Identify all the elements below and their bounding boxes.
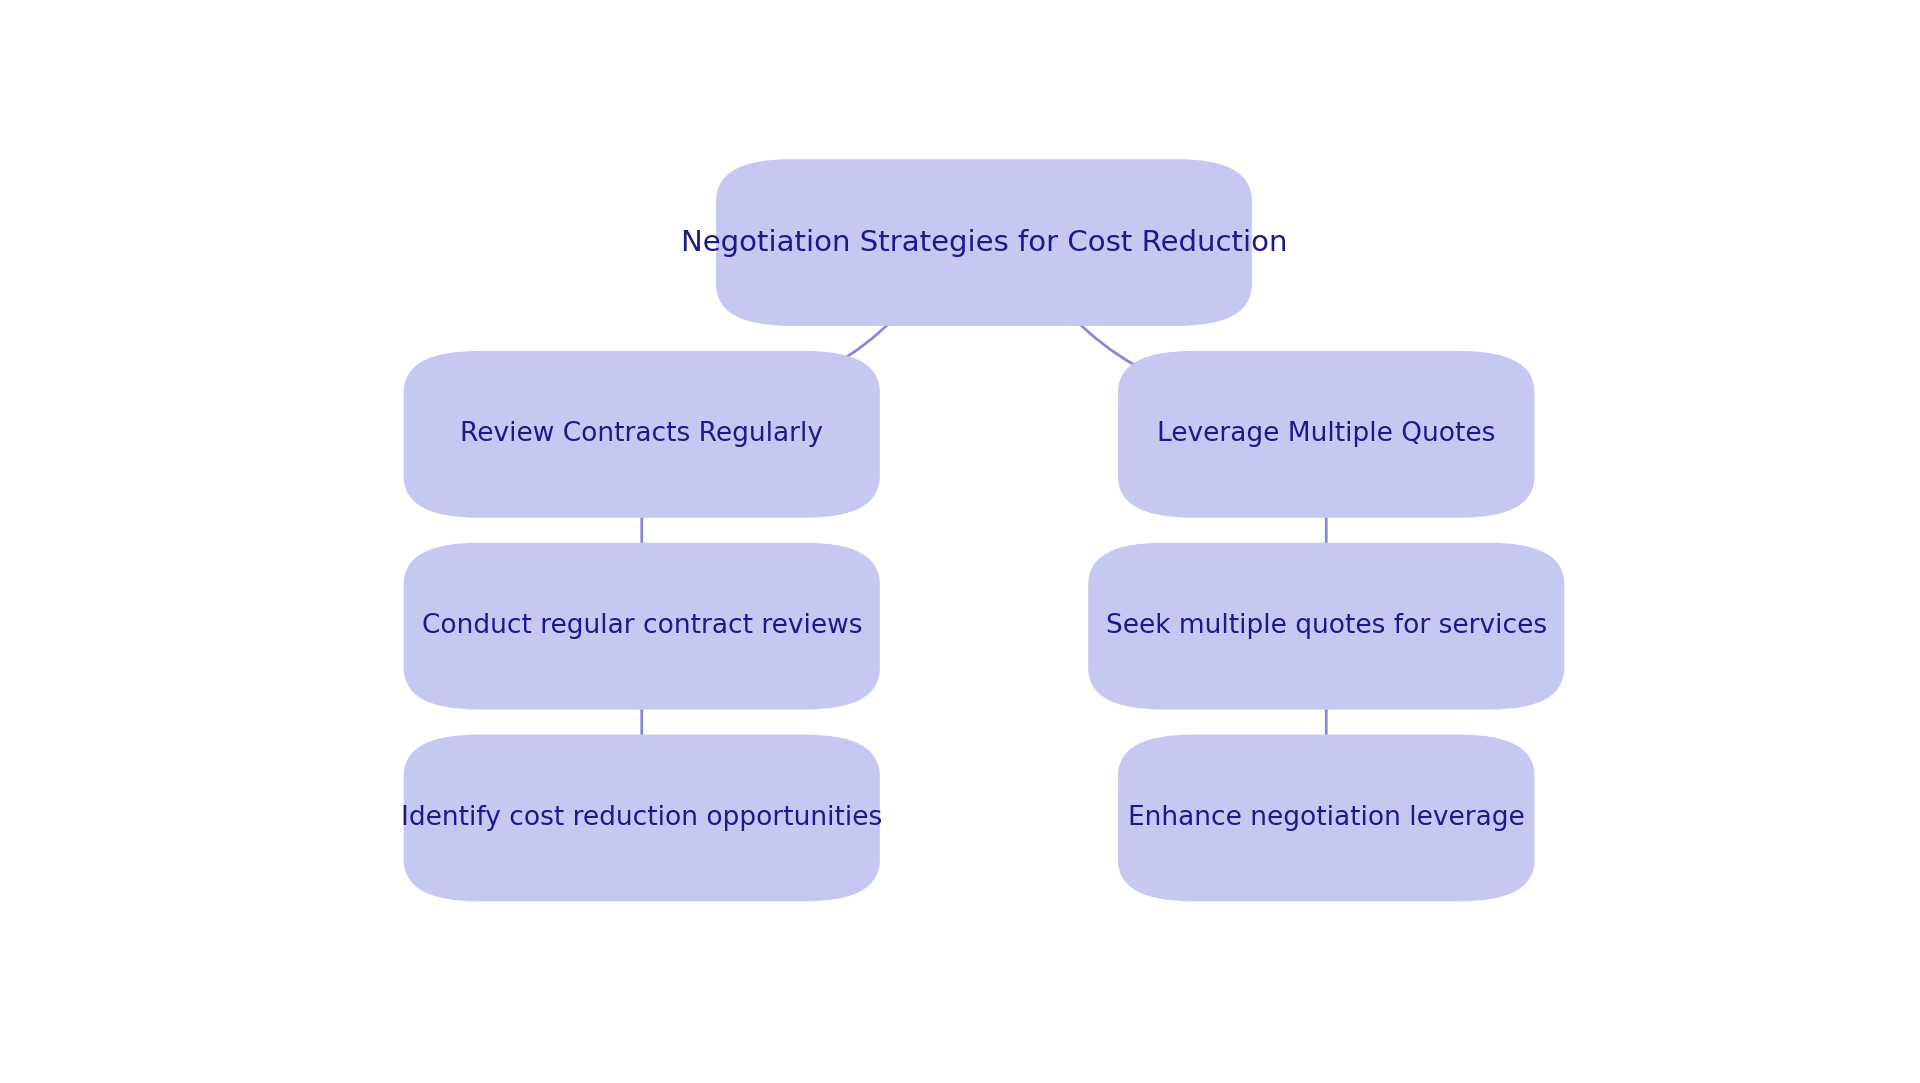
Text: Leverage Multiple Quotes: Leverage Multiple Quotes — [1158, 421, 1496, 447]
FancyBboxPatch shape — [403, 543, 879, 709]
Text: Seek multiple quotes for services: Seek multiple quotes for services — [1106, 613, 1548, 639]
FancyBboxPatch shape — [1117, 351, 1534, 518]
FancyBboxPatch shape — [716, 159, 1252, 326]
Text: Conduct regular contract reviews: Conduct regular contract reviews — [422, 613, 862, 639]
FancyBboxPatch shape — [403, 351, 879, 518]
FancyBboxPatch shape — [1117, 734, 1534, 901]
FancyBboxPatch shape — [403, 734, 879, 901]
Text: Enhance negotiation leverage: Enhance negotiation leverage — [1127, 805, 1524, 831]
FancyBboxPatch shape — [1089, 543, 1565, 709]
Text: Review Contracts Regularly: Review Contracts Regularly — [461, 421, 824, 447]
Text: Negotiation Strategies for Cost Reduction: Negotiation Strategies for Cost Reductio… — [682, 229, 1286, 257]
Text: Identify cost reduction opportunities: Identify cost reduction opportunities — [401, 805, 883, 831]
